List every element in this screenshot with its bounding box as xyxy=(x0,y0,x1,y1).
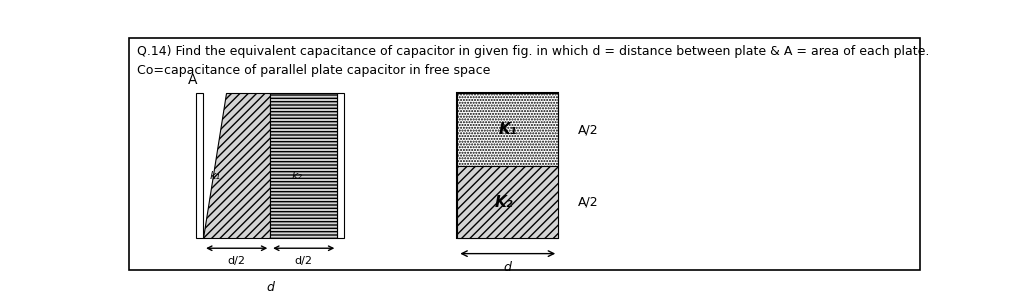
Bar xyxy=(270,93,337,238)
Polygon shape xyxy=(203,93,270,238)
Text: K₂: K₂ xyxy=(495,195,513,209)
Text: Q.14) Find the equivalent capacitance of capacitor in given fig. in which d = di: Q.14) Find the equivalent capacitance of… xyxy=(137,45,930,58)
Bar xyxy=(337,93,344,238)
Bar xyxy=(458,93,558,166)
Text: d/2: d/2 xyxy=(227,256,246,266)
Text: A: A xyxy=(187,73,197,87)
Text: k₁: k₁ xyxy=(209,171,220,181)
Text: d/2: d/2 xyxy=(295,256,312,266)
Bar xyxy=(458,166,558,238)
Text: A/2: A/2 xyxy=(578,195,598,209)
Text: d: d xyxy=(266,281,274,294)
Text: Co=capacitance of parallel plate capacitor in free space: Co=capacitance of parallel plate capacit… xyxy=(137,64,490,77)
Text: k₂: k₂ xyxy=(292,171,302,181)
Text: K₁: K₁ xyxy=(499,122,517,137)
Text: d: d xyxy=(504,261,512,274)
Text: A/2: A/2 xyxy=(578,123,598,136)
Bar xyxy=(197,93,203,238)
Bar xyxy=(458,93,558,238)
